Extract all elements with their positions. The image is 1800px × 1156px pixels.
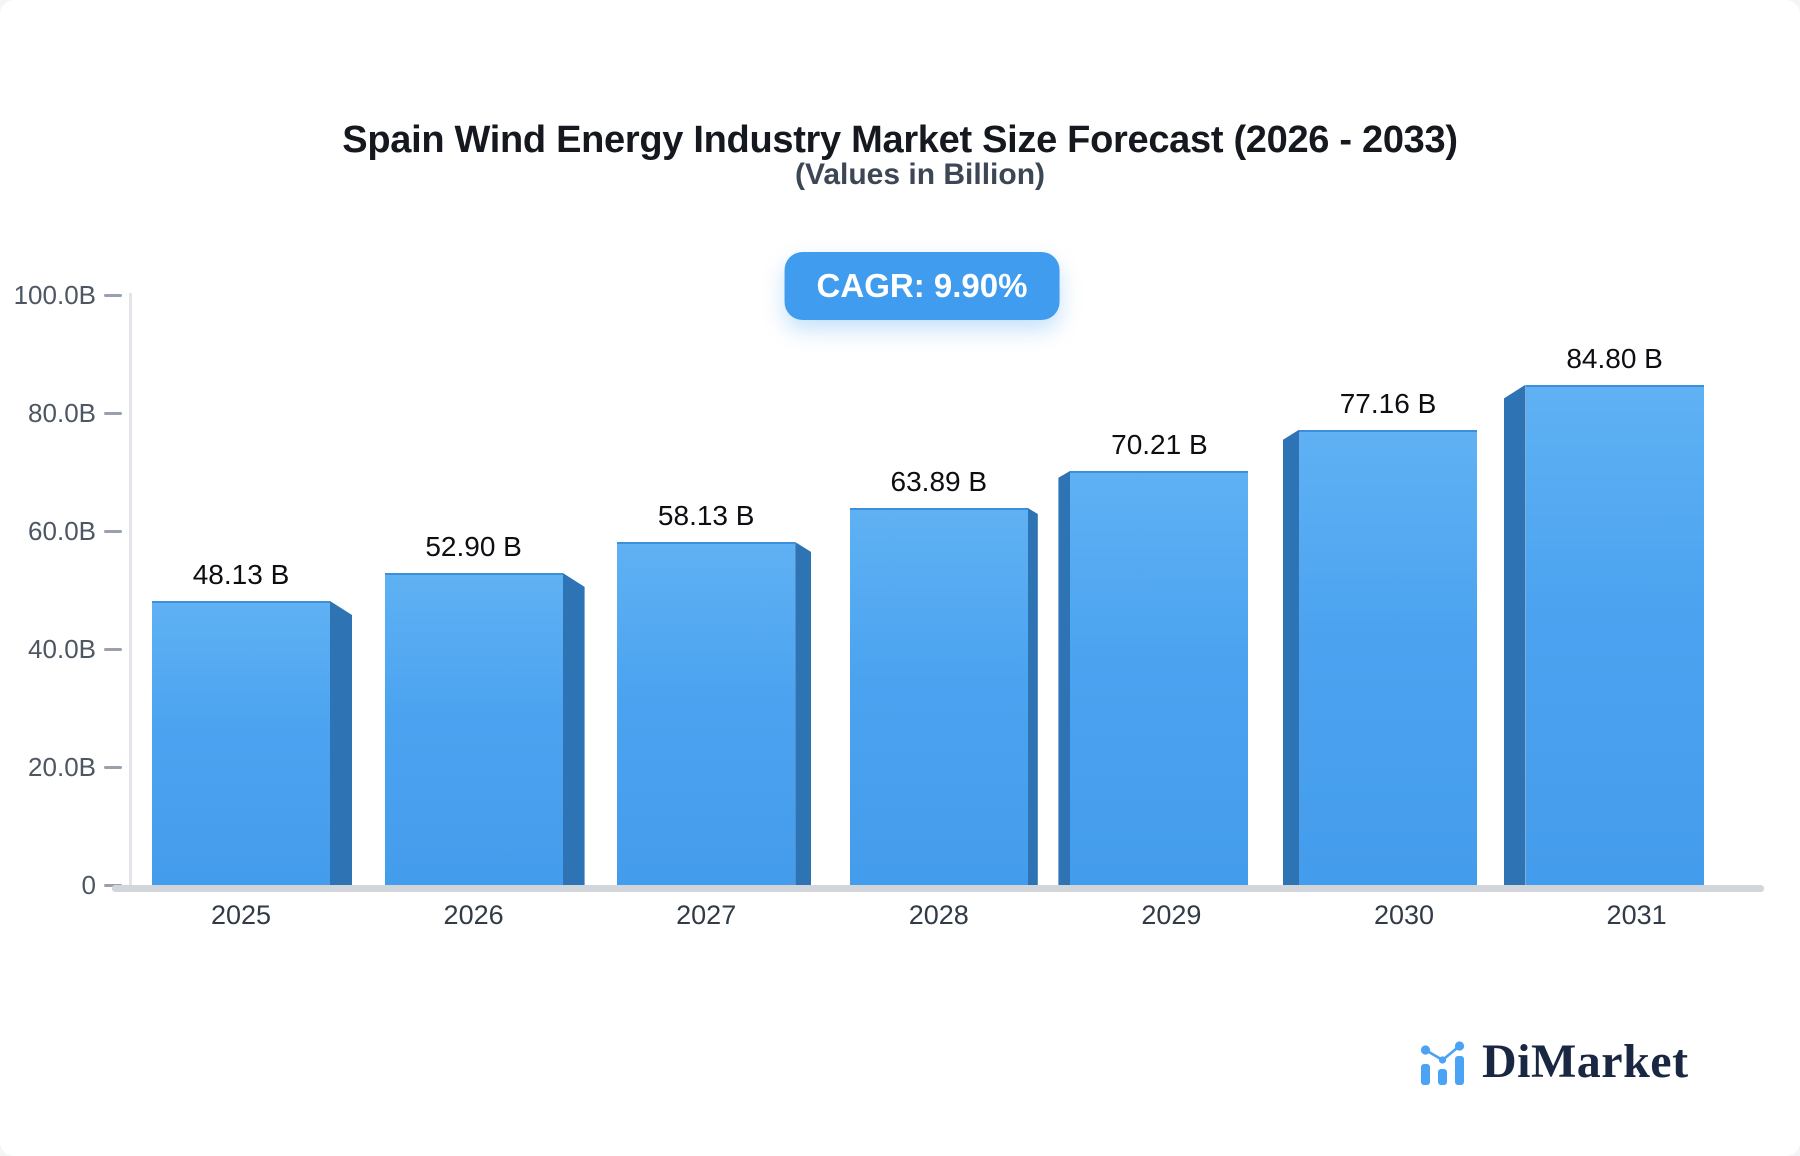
bar-value-label: 84.80 B [1566, 342, 1663, 374]
bar-side-2031 [1503, 384, 1526, 885]
y-tick-label: 60.0B [28, 516, 96, 546]
bar-2026 [384, 572, 563, 885]
x-tick-label: 2025 [210, 900, 272, 930]
bar-value-label: 52.90 B [425, 530, 522, 562]
bar-2025 [152, 601, 330, 885]
y-tick-label: 20.0B [28, 752, 96, 782]
chart-subtitle: (Values in Billion) [794, 158, 1046, 191]
y-tick-mark [104, 529, 122, 533]
x-tick-label: 2031 [1606, 900, 1667, 930]
x-axis-line [112, 885, 1764, 892]
bar-side-2029 [1058, 470, 1071, 885]
bar-value-label: 63.89 B [890, 466, 988, 498]
y-tick-label: 80.0B [28, 398, 96, 428]
bar-value-label: 58.13 B [657, 500, 755, 532]
y-axis-line [129, 293, 132, 887]
x-tick-label: 2030 [1373, 900, 1435, 930]
bar-2028 [849, 508, 1028, 885]
bar-value-label: 48.13 B [192, 559, 290, 591]
y-tick-mark [104, 647, 122, 651]
bar-side-2026 [562, 572, 585, 885]
brand-name: DiMarket [1482, 1035, 1689, 1088]
cagr-badge: CAGR: 9.90% [784, 252, 1060, 320]
y-tick-mark [104, 765, 122, 769]
y-tick-mark [104, 411, 122, 415]
x-tick-label: 2027 [676, 900, 737, 930]
bar-2027 [617, 542, 796, 885]
chart-title: Spain Wind Energy Industry Market Size F… [342, 119, 1458, 162]
x-tick-label: 2028 [908, 900, 969, 930]
bar-side-2027 [795, 542, 812, 885]
bar-value-label: 77.16 B [1339, 387, 1437, 419]
bar-side-2025 [330, 601, 352, 885]
bar-2031 [1525, 384, 1704, 885]
y-tick-mark [104, 293, 122, 297]
bar-value-label: 70.21 B [1111, 428, 1208, 460]
bar-2030 [1299, 429, 1477, 885]
y-tick-label: 40.0B [28, 634, 96, 664]
y-tick-label: 0 [81, 870, 96, 900]
dimarket-logo-icon [1420, 1041, 1465, 1085]
x-tick-label: 2026 [443, 900, 504, 930]
bar-side-2028 [1027, 508, 1038, 885]
bar-2029 [1070, 470, 1249, 885]
bar-side-2030 [1283, 429, 1299, 885]
brand-logo: DiMarket [1418, 1038, 1689, 1086]
y-tick-label: 100.0B [13, 280, 96, 310]
x-tick-label: 2029 [1141, 900, 1202, 930]
